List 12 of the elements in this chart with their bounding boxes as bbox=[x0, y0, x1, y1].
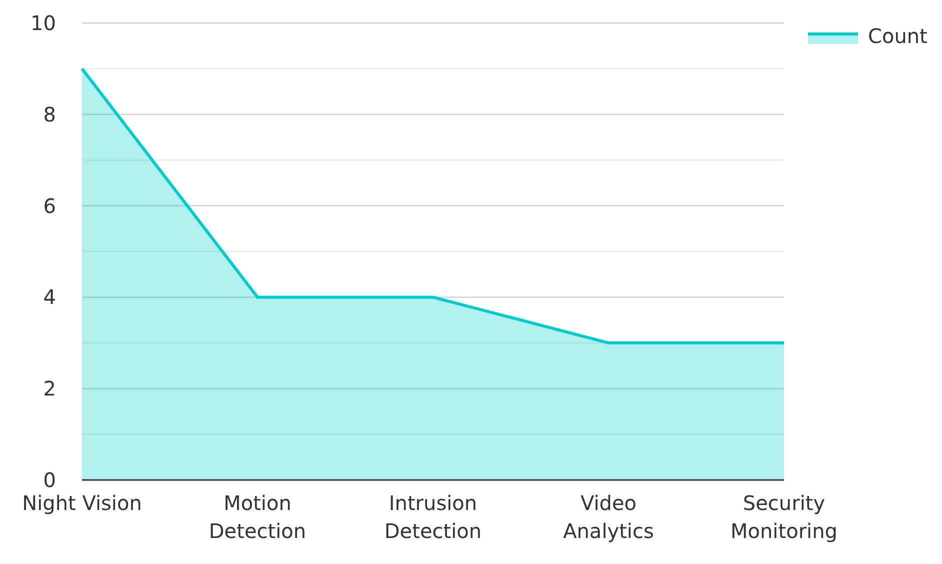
y-tick-label: 4 bbox=[43, 285, 56, 310]
y-tick-label: 2 bbox=[43, 376, 56, 401]
x-tick-label: Intrusion Detection bbox=[384, 491, 482, 543]
y-tick-label: 10 bbox=[30, 11, 56, 35]
x-tick-label: Night Vision bbox=[22, 491, 142, 515]
x-tick-label: Motion Detection bbox=[208, 491, 306, 543]
y-tick-label: 6 bbox=[43, 194, 56, 218]
y-tick-label: 8 bbox=[43, 102, 56, 126]
legend-label: Count bbox=[868, 24, 928, 48]
x-tick-label: Security Monitoring bbox=[730, 491, 838, 543]
y-tick-label: 0 bbox=[43, 468, 56, 492]
x-tick-label: Video Analytics bbox=[563, 491, 654, 543]
